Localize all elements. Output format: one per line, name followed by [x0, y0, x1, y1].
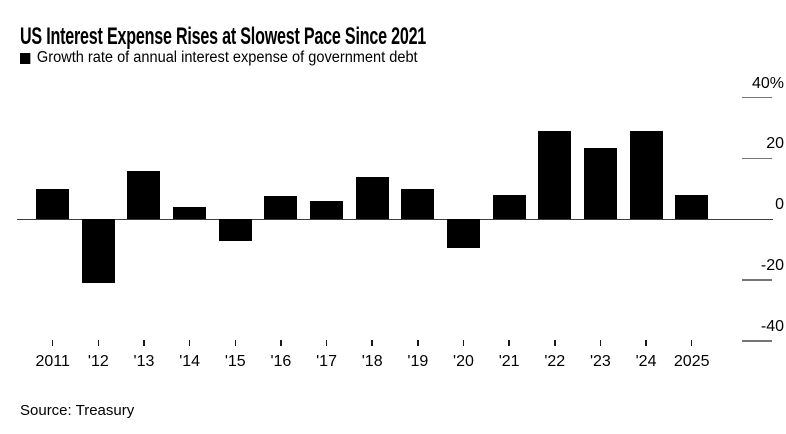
- bar-15: [218, 219, 252, 242]
- y-axis-tick: [742, 279, 772, 281]
- y-axis-tick: [742, 96, 772, 99]
- x-axis-label: '14: [179, 353, 201, 370]
- x-axis-tick: [280, 340, 282, 346]
- bar-21: [492, 194, 526, 220]
- bar-17: [310, 201, 344, 220]
- x-axis-tick: [645, 340, 647, 346]
- bar-13: [127, 170, 161, 220]
- y-axis-tick: [742, 340, 772, 342]
- x-axis-tick: [188, 340, 191, 346]
- x-axis-tick: [97, 340, 100, 346]
- x-axis-tick: [371, 340, 373, 346]
- bar-12: [81, 219, 115, 284]
- bar-23: [583, 148, 617, 220]
- chart-title: US Interest Expense Rises at Slowest Pac…: [20, 23, 427, 51]
- x-axis-tick: [325, 340, 328, 346]
- x-axis-label: '13: [133, 353, 155, 370]
- x-axis-label: '16: [270, 353, 292, 370]
- x-axis-label: '18: [361, 353, 383, 370]
- bar-2025: [675, 195, 709, 220]
- x-axis-tick: [554, 340, 556, 346]
- bar-19: [401, 188, 435, 220]
- x-axis-label: '21: [498, 353, 520, 370]
- x-axis-tick: [462, 340, 465, 346]
- x-axis-tick: [599, 340, 602, 346]
- y-axis-label: 0: [775, 196, 784, 214]
- bar-24: [629, 131, 663, 220]
- bar-2011: [36, 188, 70, 220]
- bar-16: [264, 195, 298, 220]
- x-axis-tick: [690, 340, 693, 346]
- y-axis-label: 20: [766, 135, 784, 153]
- bar-14: [173, 207, 207, 220]
- x-axis-tick: [51, 340, 54, 346]
- y-axis-label: 40%: [751, 74, 784, 92]
- x-axis-label: 2025: [673, 353, 710, 370]
- bar-22: [538, 131, 572, 220]
- legend-swatch-icon: [20, 52, 31, 64]
- bar-20: [446, 219, 480, 248]
- source-note: Source: Treasury: [20, 402, 135, 419]
- x-axis-tick: [417, 340, 419, 346]
- zero-axis-line: [17, 218, 773, 221]
- legend-label: Growth rate of annual interest expense o…: [36, 49, 418, 66]
- x-axis-label: '20: [453, 353, 474, 370]
- bar-18: [355, 176, 389, 220]
- y-axis-label: -20: [760, 257, 784, 275]
- x-axis-label: '12: [87, 353, 109, 370]
- y-axis-tick: [742, 157, 772, 160]
- x-axis-label: '19: [407, 353, 429, 370]
- x-axis-tick: [143, 340, 145, 346]
- y-axis-label: -40: [760, 318, 784, 335]
- x-axis-label: '22: [544, 353, 566, 370]
- legend: Growth rate of annual interest expense o…: [20, 49, 418, 67]
- x-axis-label: 2011: [35, 353, 70, 370]
- x-axis-label: '15: [224, 353, 246, 370]
- x-axis-label: '24: [635, 353, 657, 370]
- x-axis-tick: [508, 340, 510, 346]
- x-axis-label: '17: [316, 353, 337, 370]
- x-axis-tick: [234, 340, 237, 346]
- x-axis-label: '23: [589, 353, 611, 370]
